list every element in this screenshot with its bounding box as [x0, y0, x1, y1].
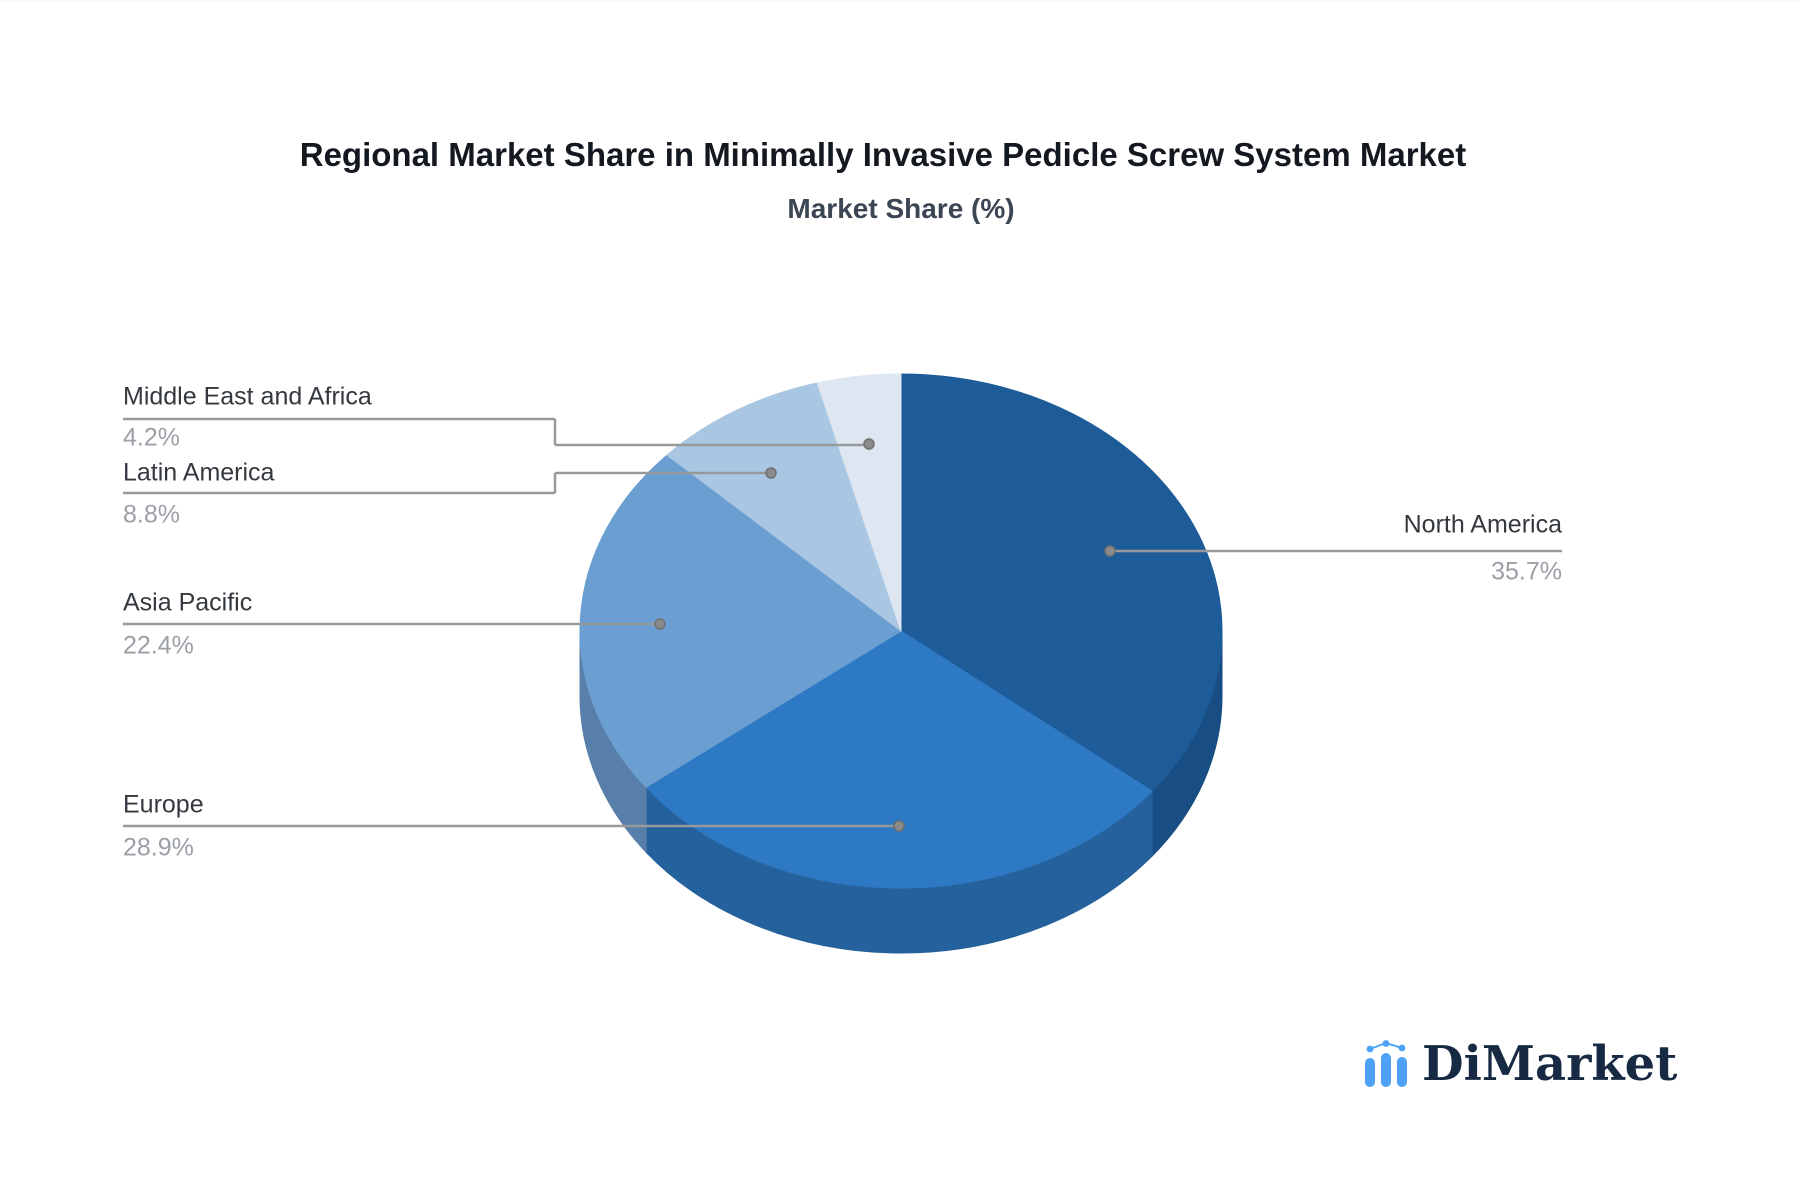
brand-name: DiMarket [1422, 1036, 1678, 1092]
chart-title: Regional Market Share in Minimally Invas… [299, 136, 1467, 173]
pie-slice-europe[interactable] [645, 630, 1153, 889]
chart-subtitle: Market Share (%) [787, 193, 1015, 224]
leader-dot [1104, 545, 1116, 557]
leader-dot [863, 438, 875, 450]
pie-slice-middle-east-and-africa[interactable] [816, 373, 902, 632]
brand-logo: DiMarket [1364, 1040, 1677, 1088]
leader-dot [654, 618, 666, 630]
pie-slice-north-america[interactable] [900, 373, 1223, 792]
bar-chart-logo-icon [1365, 1040, 1407, 1087]
top-divider [0, 0, 1800, 2]
leader-dot [893, 820, 905, 832]
leader-dot [765, 467, 777, 479]
pie-slice-asia-pacific[interactable] [579, 454, 902, 788]
